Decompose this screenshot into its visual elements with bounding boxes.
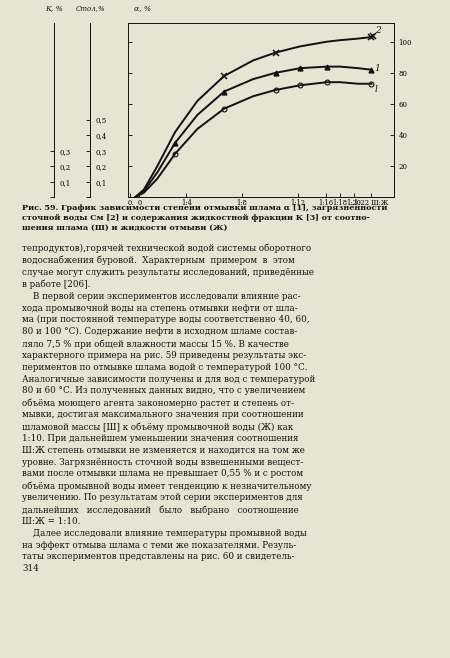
- Text: 2: 2: [375, 26, 381, 36]
- Text: тепродуктов),горячей технической водой системы оборотного
водоснабжения буровой.: тепродуктов),горячей технической водой с…: [22, 243, 316, 573]
- Text: α, %: α, %: [134, 5, 151, 13]
- Text: l: l: [375, 86, 378, 94]
- Text: К, %: К, %: [45, 5, 63, 13]
- Text: Стол,%: Стол,%: [76, 5, 105, 13]
- Text: Рис. 59. График зависимости степени отмывки шлама α [1], загрязнённости
сточной : Рис. 59. График зависимости степени отмы…: [22, 204, 388, 232]
- Text: 1: 1: [375, 64, 381, 74]
